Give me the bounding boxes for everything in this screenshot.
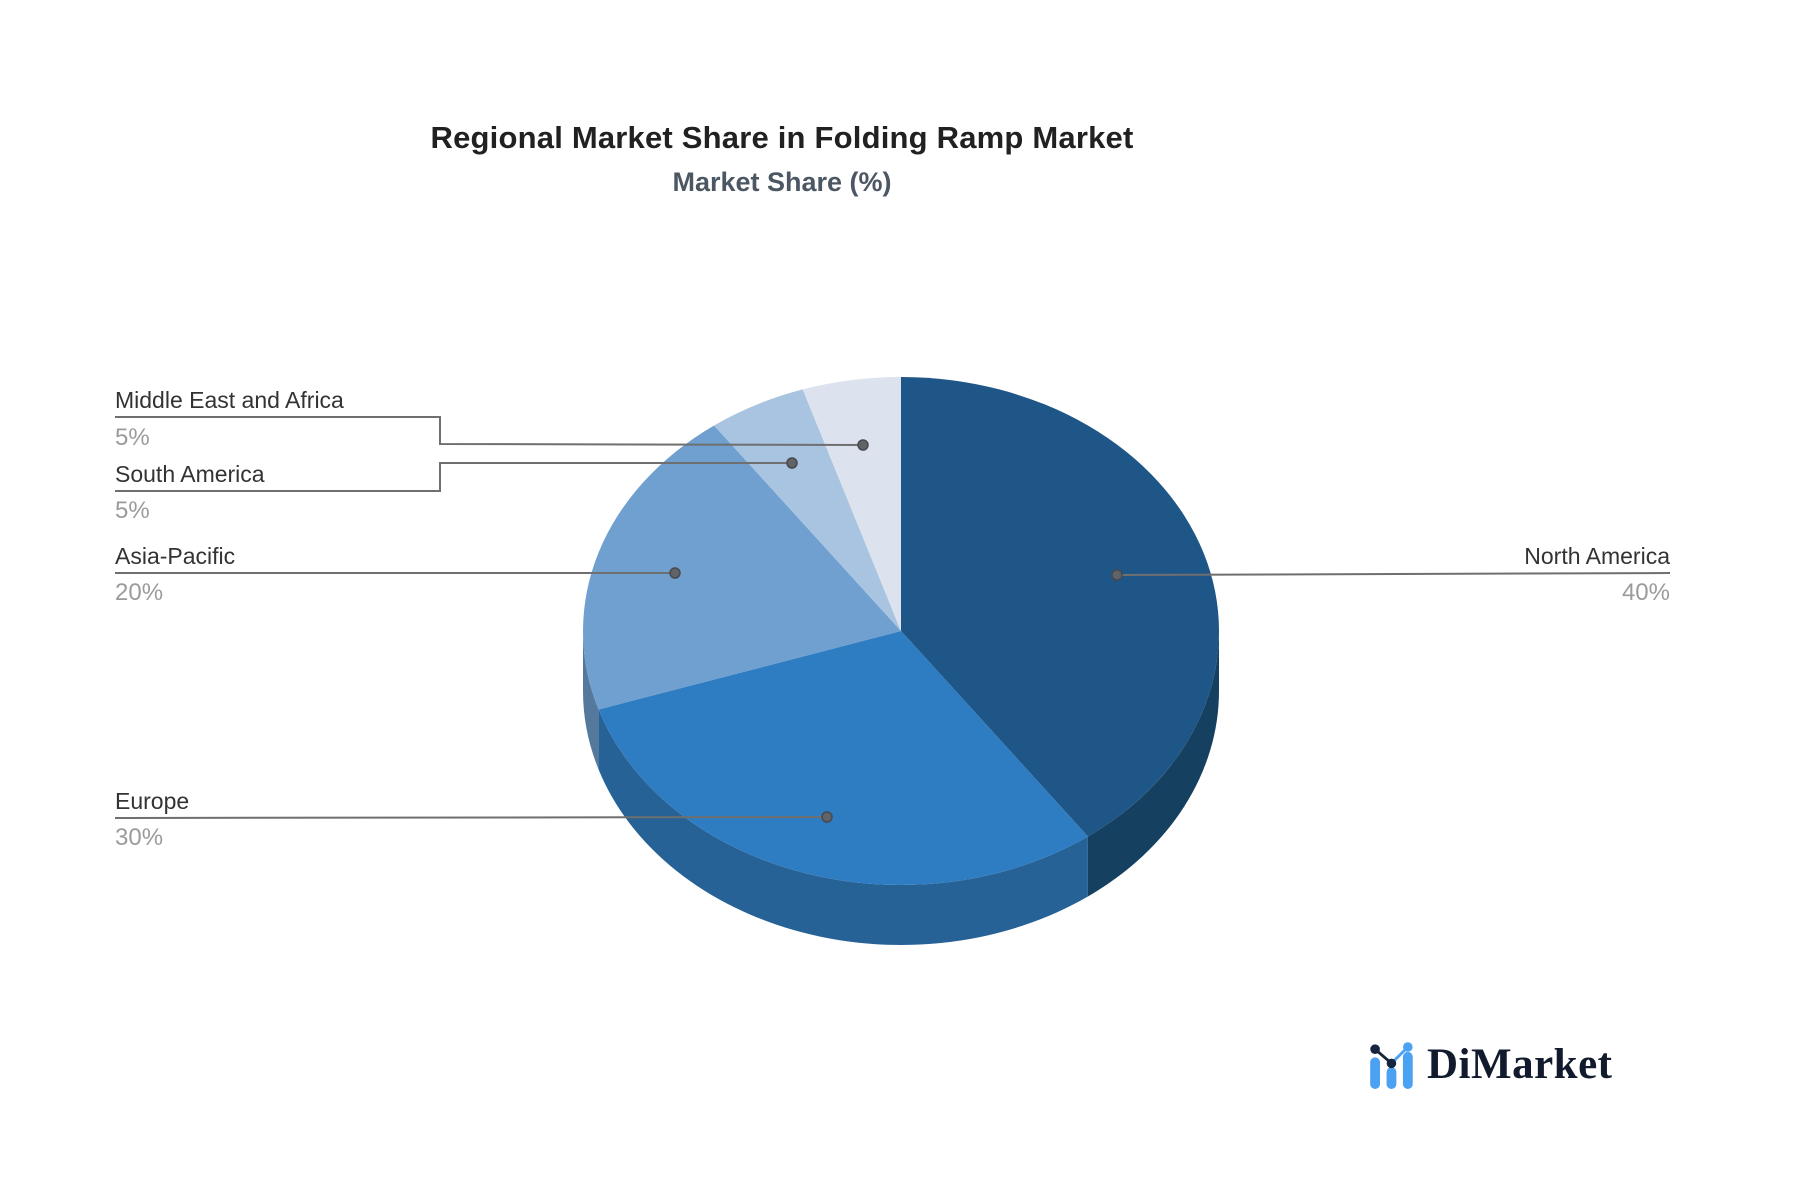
pie-slice-side-north-america [1087,631,1219,897]
slice-value: 30% [115,824,164,851]
slice-value: 40% [1621,579,1670,606]
callout-label-south-america: South America 5% [115,461,265,524]
pie-tops [583,376,1220,885]
slice-label: North America [1524,543,1670,569]
callout-label-europe: Europe 30% [115,788,190,851]
pie-slice-south-america[interactable] [714,389,901,631]
slice-value: 5% [115,424,150,451]
chart-title: Regional Market Share in Folding Ramp Ma… [430,120,1134,155]
callout-dot-middle-east-and-africa [857,439,869,451]
callout-line-middle-east-and-africa [115,416,864,446]
callout-line-south-america [115,462,792,492]
chart-subtitle: Market Share (%) [672,167,892,197]
callout-line-north-america [1116,572,1671,576]
pie-slice-europe[interactable] [598,631,1088,885]
slice-label: Asia-Pacific [115,543,236,569]
pie-sides [583,631,1219,945]
pie-slice-asia-pacific[interactable] [583,425,901,710]
logo-text: DiMarket [1427,1041,1613,1088]
slice-value: 5% [115,497,150,524]
slice-label: Europe [115,788,190,814]
pie-slice-side-asia-pacific [583,631,599,770]
callout-dot-north-america [1111,569,1123,581]
callout-label-middle-east-and-africa: Middle East and Africa 5% [115,387,344,451]
pie-slice-north-america[interactable] [901,377,1220,837]
callout-dot-south-america [786,457,798,469]
bar-line-chart-icon [1370,1041,1413,1089]
callout-dot-europe [821,811,833,823]
callout-dot-asia-pacific [669,567,681,579]
slice-value: 20% [115,579,164,606]
callout-label-north-america: North America 40% [1270,543,1670,606]
callout-line-europe [114,816,828,819]
slice-label: Middle East and Africa [115,387,344,413]
callout-lines [114,416,1671,823]
callout-label-asia-pacific: Asia-Pacific 20% [115,543,236,606]
slice-label: South America [115,461,265,487]
dimarket-logo[interactable]: DiMarket [1368,1040,1613,1089]
pie-slice-middle-east-and-africa[interactable] [802,376,901,631]
pie-slice-side-europe [598,709,1088,945]
